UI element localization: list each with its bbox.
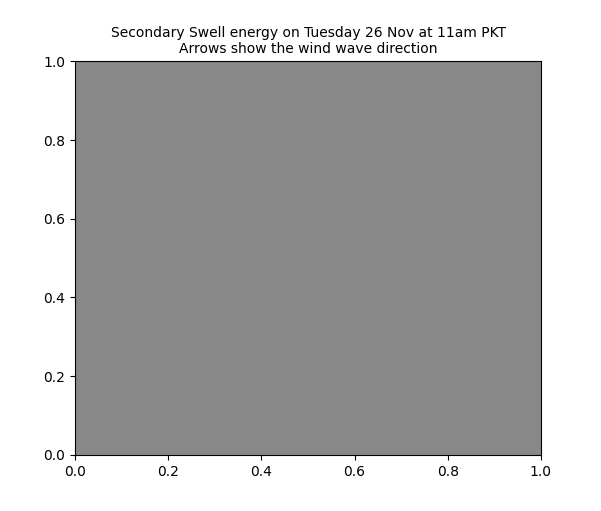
Title: Secondary Swell energy on Tuesday 26 Nov at 11am PKT
Arrows show the wind wave d: Secondary Swell energy on Tuesday 26 Nov… (111, 26, 505, 56)
